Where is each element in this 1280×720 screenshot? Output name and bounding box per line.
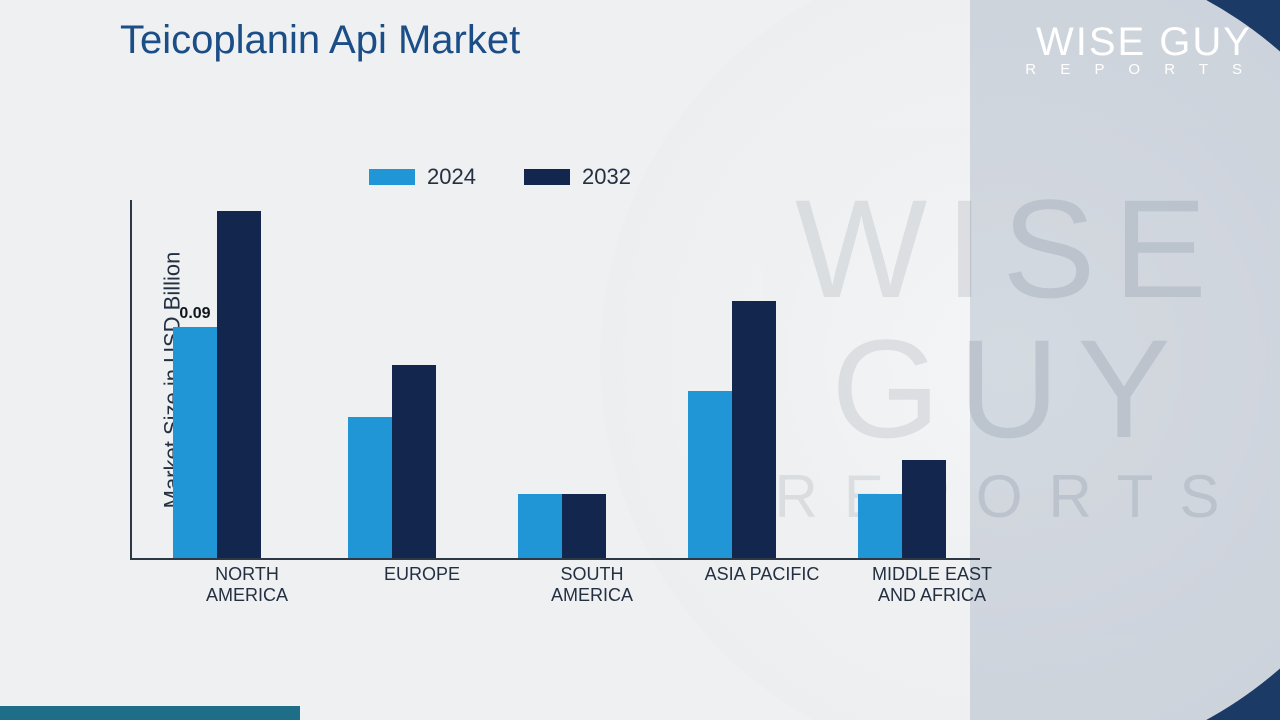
bar-2032 <box>562 494 606 558</box>
bar-2024: 0.09 <box>173 327 217 558</box>
bar-2032 <box>392 365 436 558</box>
legend-item-2024: 2024 <box>369 164 476 190</box>
legend-label-2024: 2024 <box>427 164 476 190</box>
bar-group <box>337 365 447 558</box>
bar-2024 <box>348 417 392 558</box>
brand-logo-line2: R E P O R T S <box>1025 63 1252 77</box>
x-axis-label: EUROPE <box>352 564 492 585</box>
bar-group: 0.09 <box>162 211 272 558</box>
legend-swatch-2024 <box>369 169 415 185</box>
slide-canvas: WISE GUY REPORTS WISE GUY R E P O R T S … <box>0 0 1280 720</box>
bar-group <box>507 494 617 558</box>
plot-area: NORTH AMERICAEUROPESOUTH AMERICAASIA PAC… <box>130 200 980 560</box>
brand-logo: WISE GUY R E P O R T S <box>1025 24 1252 77</box>
bar-2032 <box>217 211 261 558</box>
bar-2024 <box>518 494 562 558</box>
bar-2032 <box>902 460 946 558</box>
bar-value-label: 0.09 <box>173 305 217 323</box>
chart-title: Teicoplanin Api Market <box>120 18 520 63</box>
brand-logo-line1: WISE GUY <box>1036 20 1252 64</box>
chart-region: Market Size in USD Billion NORTH AMERICA… <box>100 200 980 560</box>
bar-group <box>847 460 957 558</box>
legend-label-2032: 2032 <box>582 164 631 190</box>
footer-accent-bar <box>0 706 300 720</box>
bar-2024 <box>858 494 902 558</box>
x-axis-label: MIDDLE EAST AND AFRICA <box>862 564 1002 606</box>
x-axis-label: ASIA PACIFIC <box>692 564 832 585</box>
chart-legend: 2024 2032 <box>0 164 1000 190</box>
bar-2024 <box>688 391 732 558</box>
x-axis-label: SOUTH AMERICA <box>522 564 662 606</box>
bar-2032 <box>732 301 776 558</box>
legend-swatch-2032 <box>524 169 570 185</box>
bar-group <box>677 301 787 558</box>
x-axis-label: NORTH AMERICA <box>177 564 317 606</box>
legend-item-2032: 2032 <box>524 164 631 190</box>
